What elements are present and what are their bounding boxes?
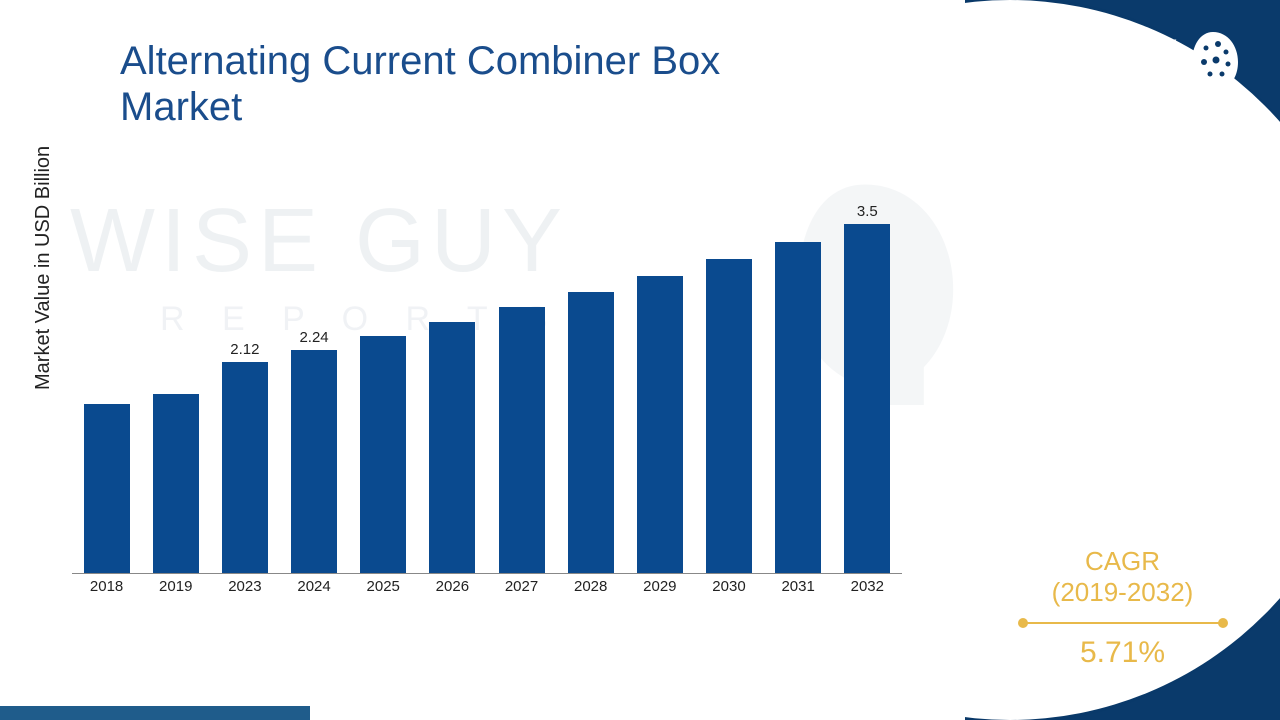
bar: [637, 276, 683, 574]
bar: [844, 224, 890, 574]
bar-value-label: 3.5: [857, 203, 878, 220]
bar: [499, 307, 545, 574]
x-axis-label: 2031: [768, 578, 828, 600]
x-axis-baseline: [72, 573, 902, 574]
cagr-range: (2019-2032): [1005, 577, 1240, 608]
bar: [222, 362, 268, 574]
bar: [360, 336, 406, 574]
chart-title: Alternating Current Combiner Box Market: [120, 38, 770, 130]
bar-group: 2.12: [215, 341, 275, 574]
x-axis-label: 2032: [837, 578, 897, 600]
x-axis-label: 2027: [492, 578, 552, 600]
x-axis-label: 2018: [77, 578, 137, 600]
bar: [706, 259, 752, 574]
bar-group: 3.5: [837, 203, 897, 574]
bar-group: 2.24: [284, 329, 344, 574]
bar-value-label: 2.24: [299, 329, 328, 346]
bar-group: [353, 332, 413, 574]
bar-chart: 2.12 2.24 3.5 2018 2019 2023 2024 2025 2026 2027…: [72, 170, 902, 600]
bar-group: [492, 303, 552, 574]
bar: [429, 322, 475, 574]
x-axis-label: 2030: [699, 578, 759, 600]
x-axis-label: 2026: [422, 578, 482, 600]
logo-head-icon: [1186, 30, 1240, 100]
x-axis-label: 2023: [215, 578, 275, 600]
brand-logo: WISE GUY REPORTS: [980, 34, 1240, 84]
x-axis-label: 2028: [561, 578, 621, 600]
cagr-block: CAGR (2019-2032) 5.71%: [1005, 546, 1240, 670]
x-axis-label: 2019: [146, 578, 206, 600]
bar: [84, 404, 130, 574]
bar: [153, 394, 199, 574]
cagr-value: 5.71%: [1005, 636, 1240, 670]
x-axis-label: 2025: [353, 578, 413, 600]
cagr-divider: [1023, 622, 1223, 624]
bar-group: [146, 390, 206, 574]
cagr-title: CAGR: [1005, 546, 1240, 577]
bar-group: [768, 238, 828, 574]
bar-group: [699, 255, 759, 574]
bar-group: [630, 272, 690, 574]
bar-value-label: 2.12: [230, 341, 259, 358]
x-axis-label: 2029: [630, 578, 690, 600]
y-axis-label: Market Value in USD Billion: [32, 146, 55, 390]
logo-sub-text: REPORTS: [998, 66, 1140, 83]
bar: [291, 350, 337, 574]
bar-group: [77, 400, 137, 574]
bars-container: 2.12 2.24 3.5: [72, 174, 902, 574]
x-axis-labels: 2018 2019 2023 2024 2025 2026 2027 2028 2029 2030…: [72, 578, 902, 600]
bar: [568, 292, 614, 574]
bar-group: [561, 288, 621, 574]
x-axis-label: 2024: [284, 578, 344, 600]
logo-main-text: WISE GUY: [998, 34, 1180, 68]
bar: [775, 242, 821, 574]
bottom-accent-strip: [0, 706, 310, 720]
bar-group: [422, 318, 482, 574]
